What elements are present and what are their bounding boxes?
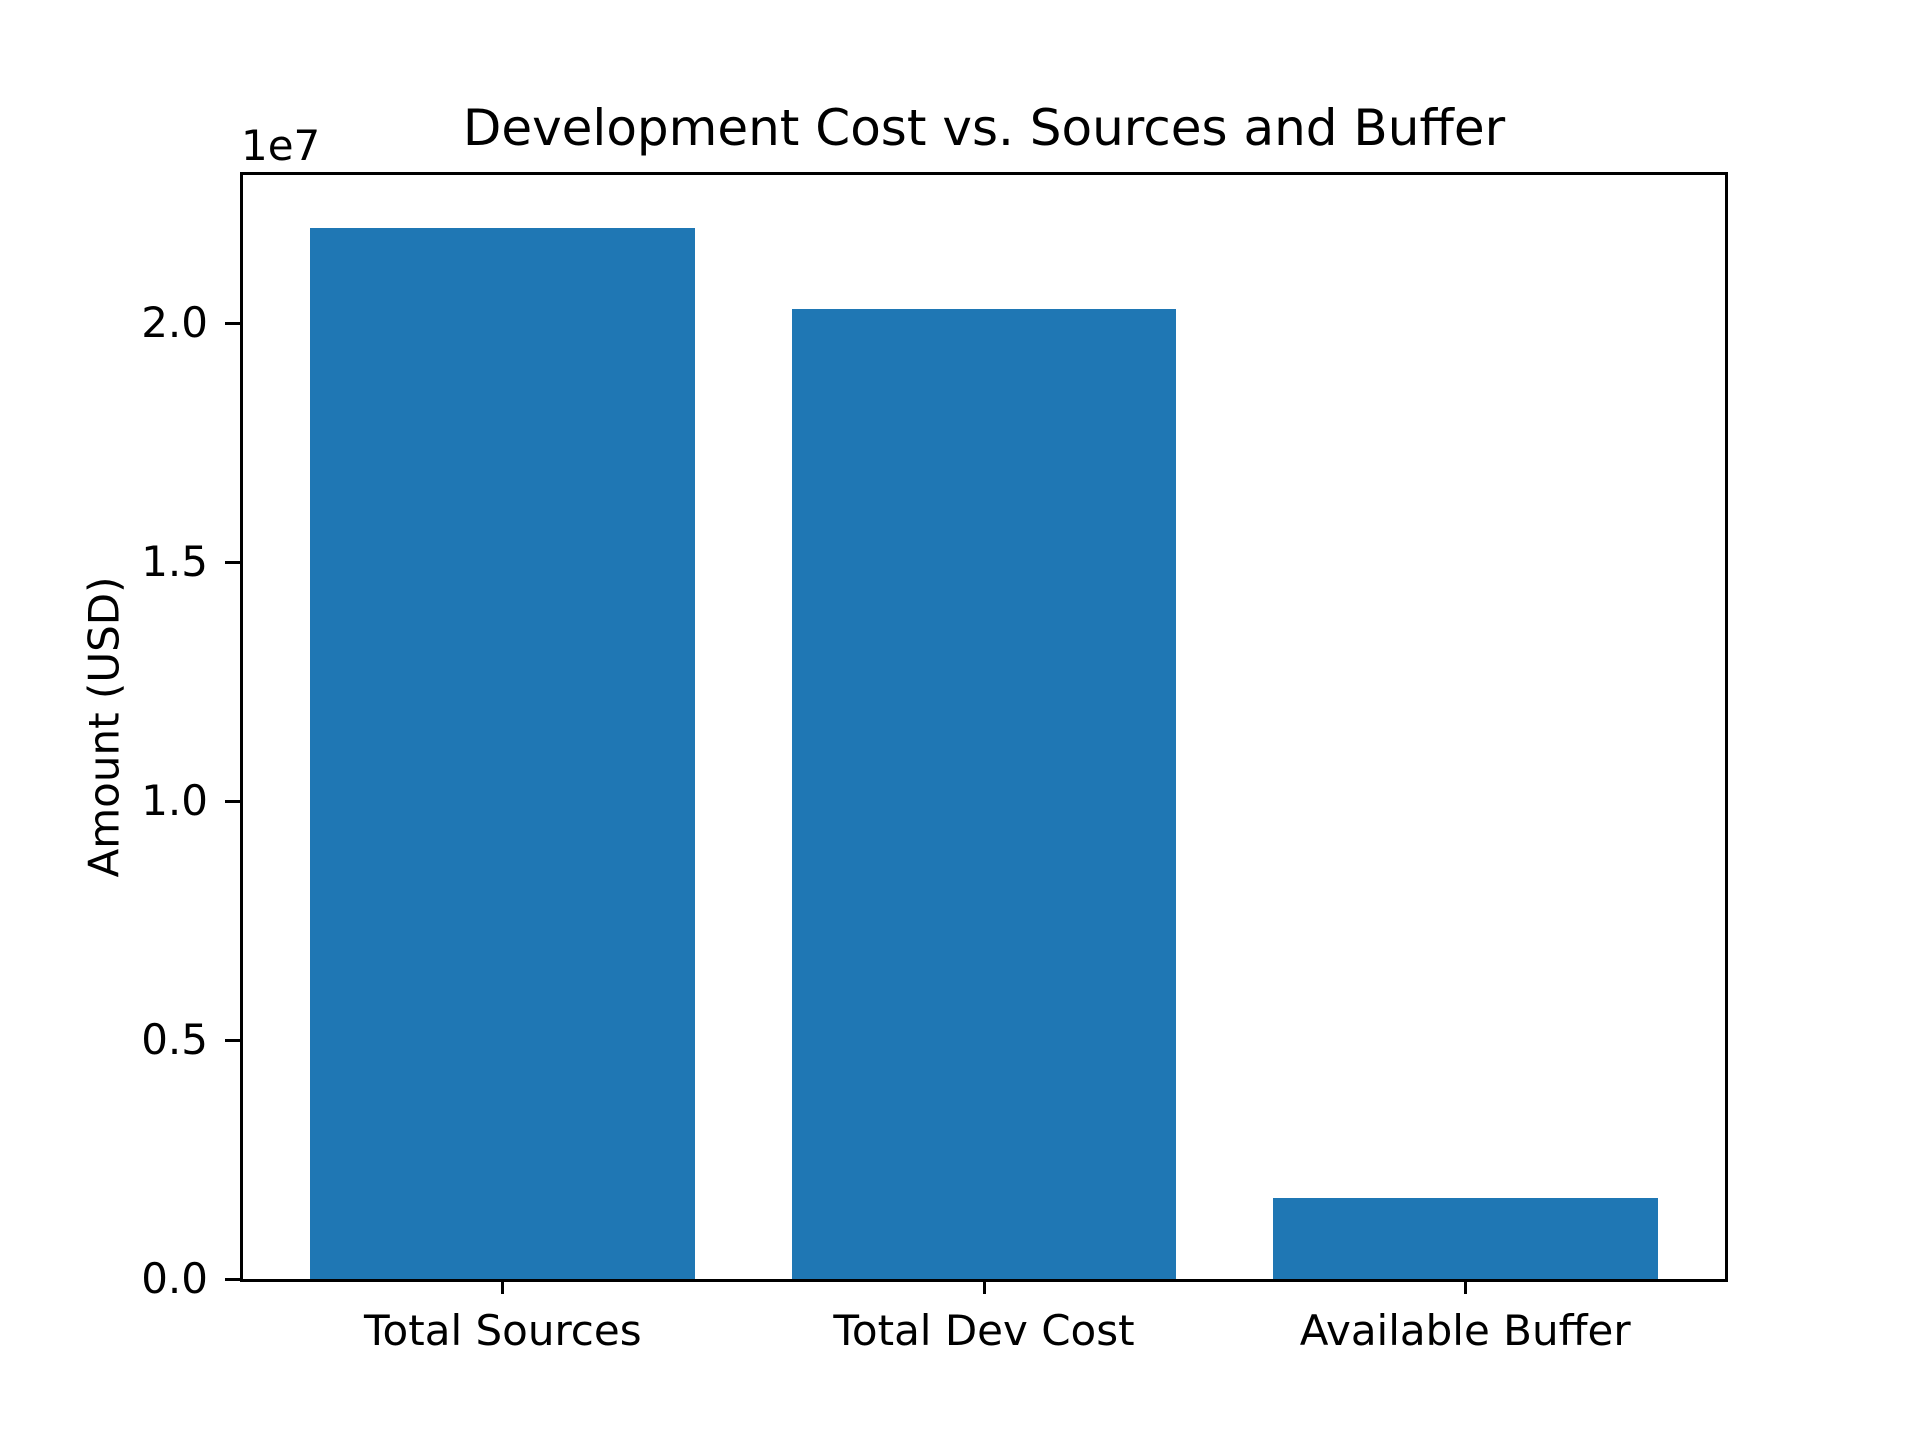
y-tick-label: 2.0	[141, 298, 208, 348]
y-tick-label: 0.0	[141, 1254, 208, 1303]
y-tick-mark	[225, 321, 240, 325]
bar-available-buffer	[1272, 1197, 1658, 1279]
x-tick-label: Total Dev Cost	[833, 1306, 1135, 1355]
x-tick-label: Available Buffer	[1299, 1306, 1631, 1355]
y-tick-label: 1.0	[141, 776, 208, 826]
x-tick-mark	[1463, 1279, 1467, 1294]
y-tick-label: 1.5	[141, 537, 208, 587]
x-tick-label: Total Sources	[364, 1306, 642, 1355]
y-tick-label: 0.5	[141, 1015, 208, 1065]
y-tick-mark	[225, 560, 240, 564]
bar-total-sources	[310, 227, 696, 1279]
y-axis-label: Amount (USD)	[79, 576, 129, 878]
y-tick-mark	[225, 1277, 240, 1281]
y-tick-mark	[225, 799, 240, 803]
chart-title: Development Cost vs. Sources and Buffer	[462, 99, 1506, 157]
y-axis-offset-label: 1e7	[241, 121, 321, 170]
plot-area	[240, 172, 1728, 1282]
bars-layer	[243, 175, 1725, 1279]
y-tick-mark	[225, 1038, 240, 1042]
x-tick-mark	[982, 1279, 986, 1294]
x-tick-mark	[501, 1279, 505, 1294]
bar-total-dev-cost	[791, 308, 1177, 1279]
